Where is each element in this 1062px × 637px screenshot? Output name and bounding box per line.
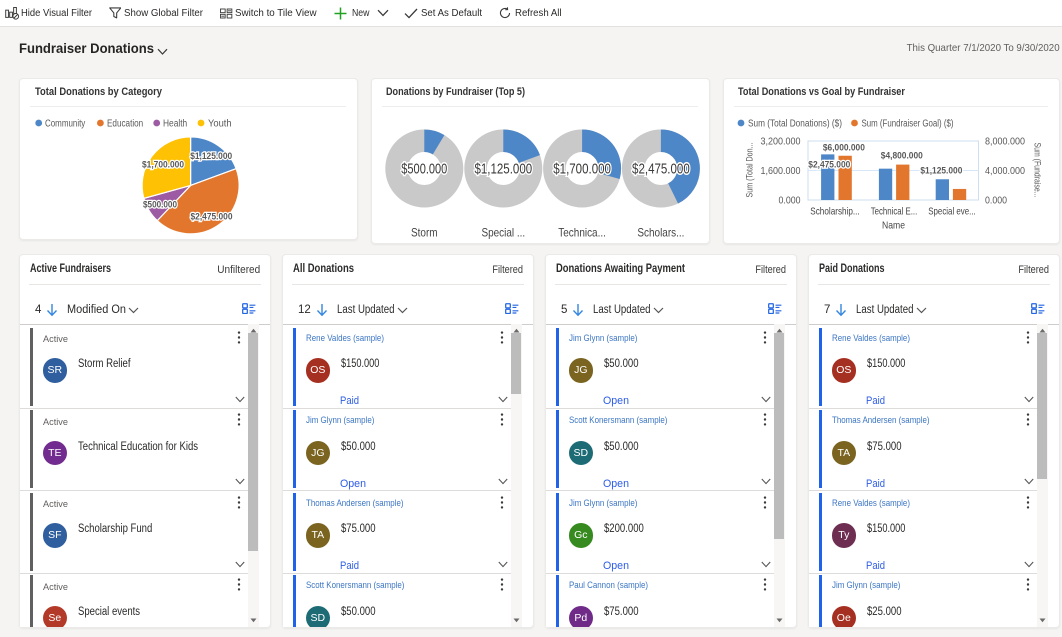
svg-text:$6,000.000: $6,000.000 (822, 142, 864, 153)
svg-text:$1,700.000: $1,700.000 (142, 160, 184, 171)
svg-text:$2,475.000: $2,475.000 (191, 212, 233, 223)
svg-text:Education: Education (107, 119, 143, 130)
svg-text:Youth: Youth (208, 119, 232, 130)
svg-text:Scholarship...: Scholarship... (810, 206, 859, 218)
svg-text:$1,125.000: $1,125.000 (190, 151, 232, 162)
svg-text:Storm: Storm (411, 226, 438, 240)
svg-text:$4,800.000: $4,800.000 (880, 151, 922, 162)
svg-text:Health: Health (163, 119, 187, 130)
svg-text:$1,125.000: $1,125.000 (920, 166, 962, 177)
svg-text:0.000: 0.000 (985, 194, 1007, 206)
svg-text:Special ...: Special ... (481, 226, 525, 240)
svg-text:Sum (Fundraiser Goal) ($): Sum (Fundraiser Goal) ($) (861, 119, 953, 130)
svg-text:Scholars...: Scholars... (637, 226, 684, 240)
svg-text:$500.000: $500.000 (143, 200, 177, 211)
svg-text:$2,475.000: $2,475.000 (632, 161, 690, 178)
svg-text:$1,125.000: $1,125.000 (474, 161, 532, 178)
svg-text:Sum (Total Don...: Sum (Total Don... (744, 143, 755, 198)
svg-text:Sum (Fundraise...: Sum (Fundraise... (1031, 143, 1042, 198)
svg-text:Technical E...: Technical E... (870, 206, 917, 218)
svg-text:8,000.000: 8,000.000 (985, 135, 1025, 147)
svg-text:$500.000: $500.000 (401, 161, 447, 178)
svg-text:0.000: 0.000 (778, 194, 800, 206)
svg-text:Special eve...: Special eve... (928, 206, 976, 218)
svg-text:3,200.000: 3,200.000 (760, 135, 800, 147)
svg-text:$1,700.000: $1,700.000 (553, 161, 611, 178)
svg-text:Technica...: Technica... (558, 226, 606, 240)
svg-text:1,600.000: 1,600.000 (760, 165, 800, 177)
svg-text:4,000.000: 4,000.000 (985, 165, 1025, 177)
svg-text:Name: Name (882, 220, 905, 232)
svg-text:Sum (Total Donations) ($): Sum (Total Donations) ($) (748, 119, 842, 130)
svg-text:Community: Community (45, 119, 85, 130)
svg-text:$2,475.000: $2,475.000 (808, 159, 850, 170)
